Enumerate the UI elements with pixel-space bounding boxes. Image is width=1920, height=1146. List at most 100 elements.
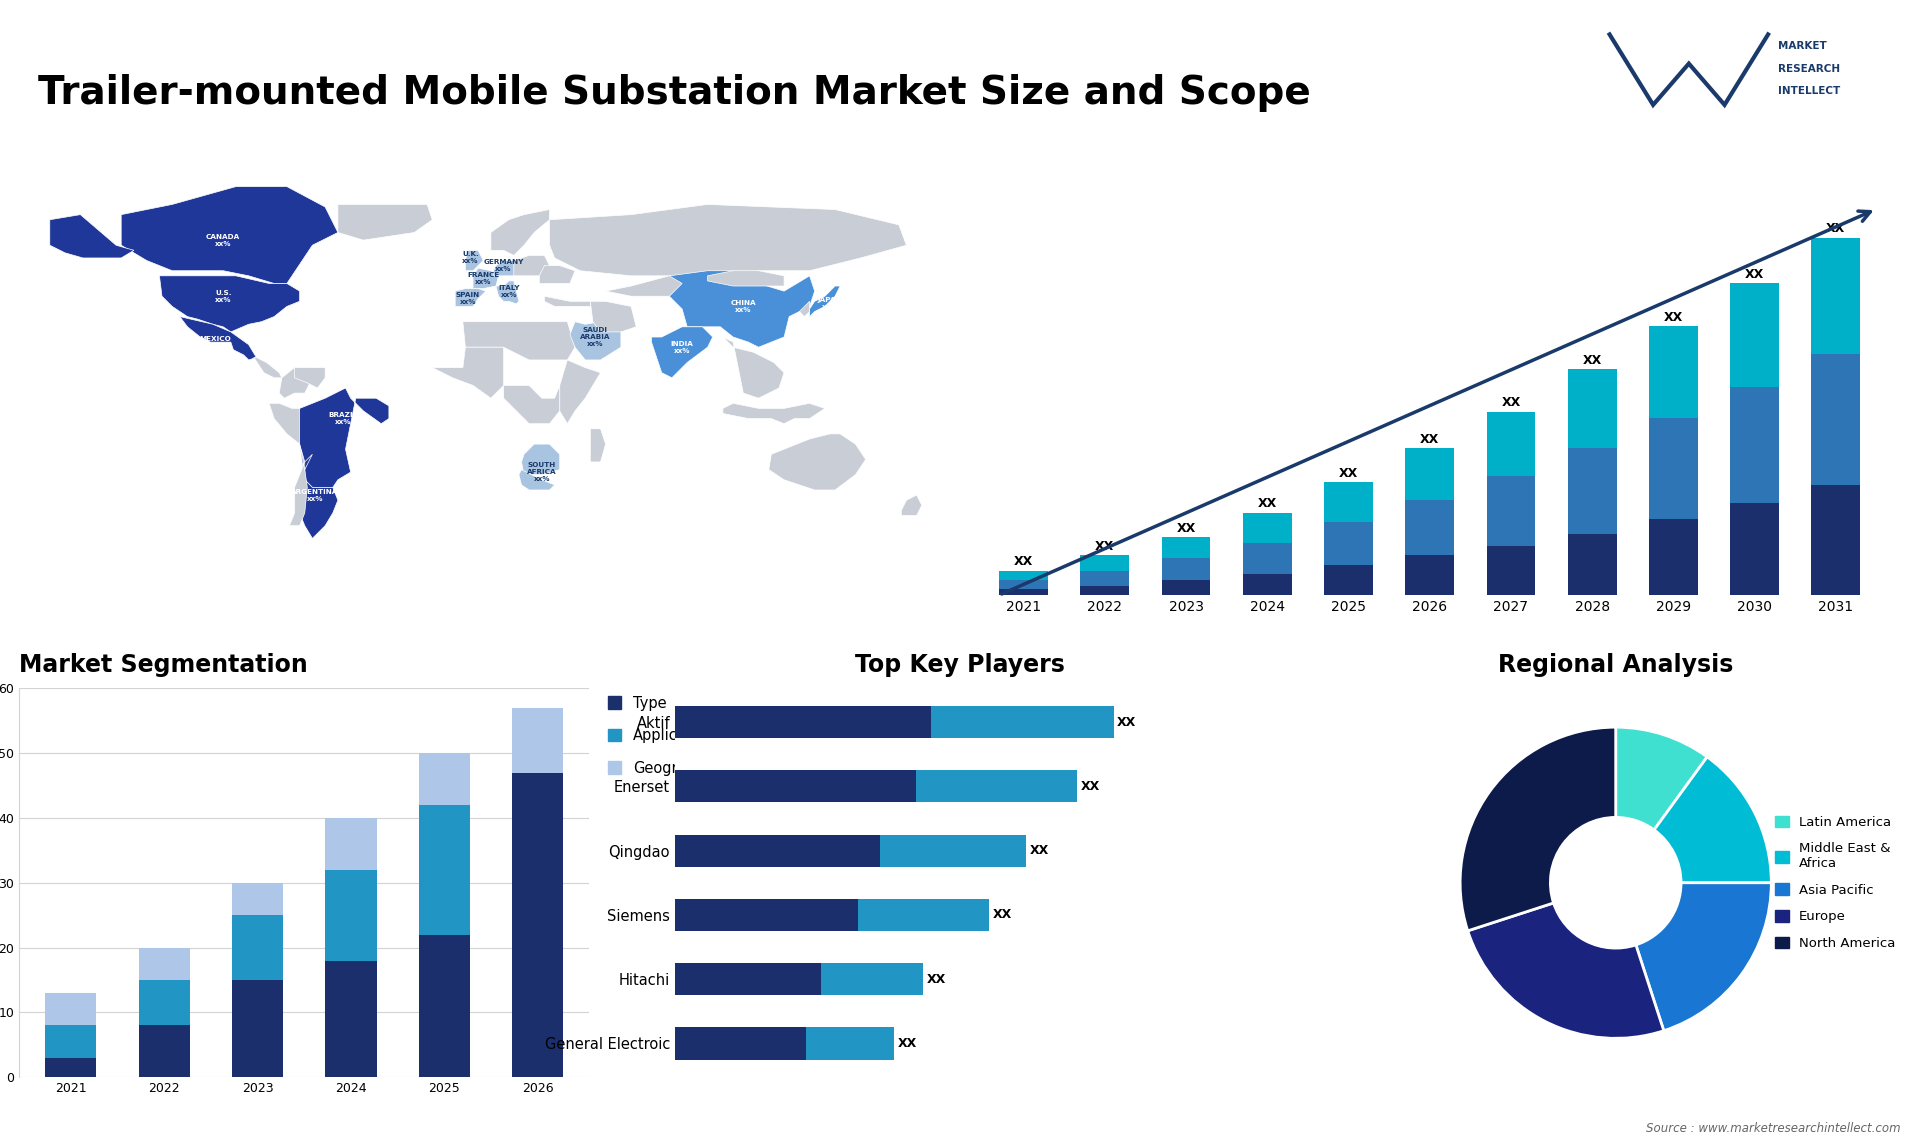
Text: CHINA
xx%: CHINA xx% xyxy=(730,300,756,313)
Text: XX: XX xyxy=(1665,311,1684,324)
Text: GERMANY
xx%: GERMANY xx% xyxy=(484,259,524,272)
Bar xyxy=(998,571,1048,580)
Polygon shape xyxy=(540,266,574,283)
Polygon shape xyxy=(269,403,300,445)
Bar xyxy=(1242,543,1292,574)
Polygon shape xyxy=(605,276,682,296)
Polygon shape xyxy=(545,296,589,306)
Polygon shape xyxy=(651,327,712,378)
Bar xyxy=(232,980,284,1077)
Polygon shape xyxy=(515,256,549,276)
Bar xyxy=(879,834,1025,866)
Polygon shape xyxy=(463,322,574,360)
Polygon shape xyxy=(724,337,783,398)
Wedge shape xyxy=(1467,903,1665,1038)
Text: MEXICO
xx%: MEXICO xx% xyxy=(200,336,232,348)
Bar xyxy=(998,589,1048,595)
Text: SAUDI
ARABIA
xx%: SAUDI ARABIA xx% xyxy=(580,327,611,347)
Text: INDIA
xx%: INDIA xx% xyxy=(670,340,693,354)
Bar xyxy=(1486,547,1536,595)
Text: RESEARCH: RESEARCH xyxy=(1778,64,1839,73)
Bar xyxy=(513,708,563,772)
Bar xyxy=(1162,537,1210,558)
Legend: Type, Application, Geography: Type, Application, Geography xyxy=(609,696,714,776)
Polygon shape xyxy=(455,289,486,306)
Bar xyxy=(1811,485,1860,595)
Text: BRAZIL
xx%: BRAZIL xx% xyxy=(328,413,357,425)
Text: JAPAN
xx%: JAPAN xx% xyxy=(818,297,843,311)
Wedge shape xyxy=(1636,882,1772,1030)
Bar xyxy=(1081,586,1129,595)
Bar xyxy=(676,706,931,738)
Text: XX: XX xyxy=(1029,845,1048,857)
Bar xyxy=(676,770,916,802)
Bar xyxy=(1649,418,1697,519)
Text: Source : www.marketresearchintellect.com: Source : www.marketresearchintellect.com xyxy=(1645,1122,1901,1135)
Wedge shape xyxy=(1655,756,1772,882)
Bar xyxy=(513,772,563,1077)
Bar xyxy=(676,898,858,931)
Bar xyxy=(1405,501,1453,556)
Title: Top Key Players: Top Key Players xyxy=(854,652,1066,676)
Bar xyxy=(1325,521,1373,565)
Text: MARKET: MARKET xyxy=(1778,41,1826,52)
Bar xyxy=(1162,558,1210,580)
Polygon shape xyxy=(253,358,282,378)
Bar xyxy=(1242,574,1292,595)
Text: XX: XX xyxy=(1094,540,1114,554)
Bar xyxy=(1730,503,1780,595)
Bar xyxy=(419,935,470,1077)
Bar xyxy=(1730,283,1780,387)
Polygon shape xyxy=(290,445,307,526)
Bar xyxy=(138,980,190,1026)
Polygon shape xyxy=(495,281,518,304)
Text: FRANCE
xx%: FRANCE xx% xyxy=(467,272,499,285)
Text: ITALY
xx%: ITALY xx% xyxy=(497,284,520,298)
Polygon shape xyxy=(768,434,866,490)
Text: INTELLECT: INTELLECT xyxy=(1778,86,1841,96)
Bar xyxy=(1405,448,1453,501)
Polygon shape xyxy=(799,301,810,316)
Polygon shape xyxy=(159,276,300,332)
Polygon shape xyxy=(492,210,549,256)
Text: XX: XX xyxy=(1014,556,1033,568)
Bar xyxy=(998,580,1048,589)
Polygon shape xyxy=(503,385,561,424)
Polygon shape xyxy=(708,270,783,286)
Bar xyxy=(324,870,376,960)
Bar xyxy=(676,834,879,866)
Wedge shape xyxy=(1617,728,1707,830)
Polygon shape xyxy=(670,270,814,347)
Text: XX: XX xyxy=(1826,222,1845,235)
Text: XX: XX xyxy=(1421,433,1440,446)
Text: U.K.
xx%: U.K. xx% xyxy=(463,251,478,265)
Polygon shape xyxy=(121,187,338,283)
Polygon shape xyxy=(724,403,826,424)
Polygon shape xyxy=(294,368,324,388)
Polygon shape xyxy=(278,368,309,398)
Bar xyxy=(1325,482,1373,521)
Text: XX: XX xyxy=(1338,466,1357,480)
Polygon shape xyxy=(570,322,620,360)
Bar xyxy=(138,948,190,980)
Text: U.S.
xx%: U.S. xx% xyxy=(215,290,232,303)
Bar xyxy=(1162,580,1210,595)
Bar xyxy=(676,963,822,995)
Polygon shape xyxy=(522,445,561,474)
Polygon shape xyxy=(472,268,499,289)
Polygon shape xyxy=(338,204,432,241)
Bar xyxy=(1569,534,1617,595)
Bar xyxy=(931,706,1114,738)
Bar xyxy=(1569,369,1617,448)
Bar xyxy=(676,1028,806,1060)
Text: XX: XX xyxy=(1745,268,1764,281)
Text: XX: XX xyxy=(1117,715,1137,729)
Bar xyxy=(858,898,989,931)
Text: Trailer-mounted Mobile Substation Market Size and Scope: Trailer-mounted Mobile Substation Market… xyxy=(38,74,1311,112)
Bar xyxy=(1811,237,1860,354)
Text: XX: XX xyxy=(1177,521,1196,535)
Text: XX: XX xyxy=(1582,354,1601,367)
Text: XX: XX xyxy=(899,1037,918,1050)
Text: Market Segmentation: Market Segmentation xyxy=(19,652,307,676)
Bar xyxy=(1081,556,1129,571)
